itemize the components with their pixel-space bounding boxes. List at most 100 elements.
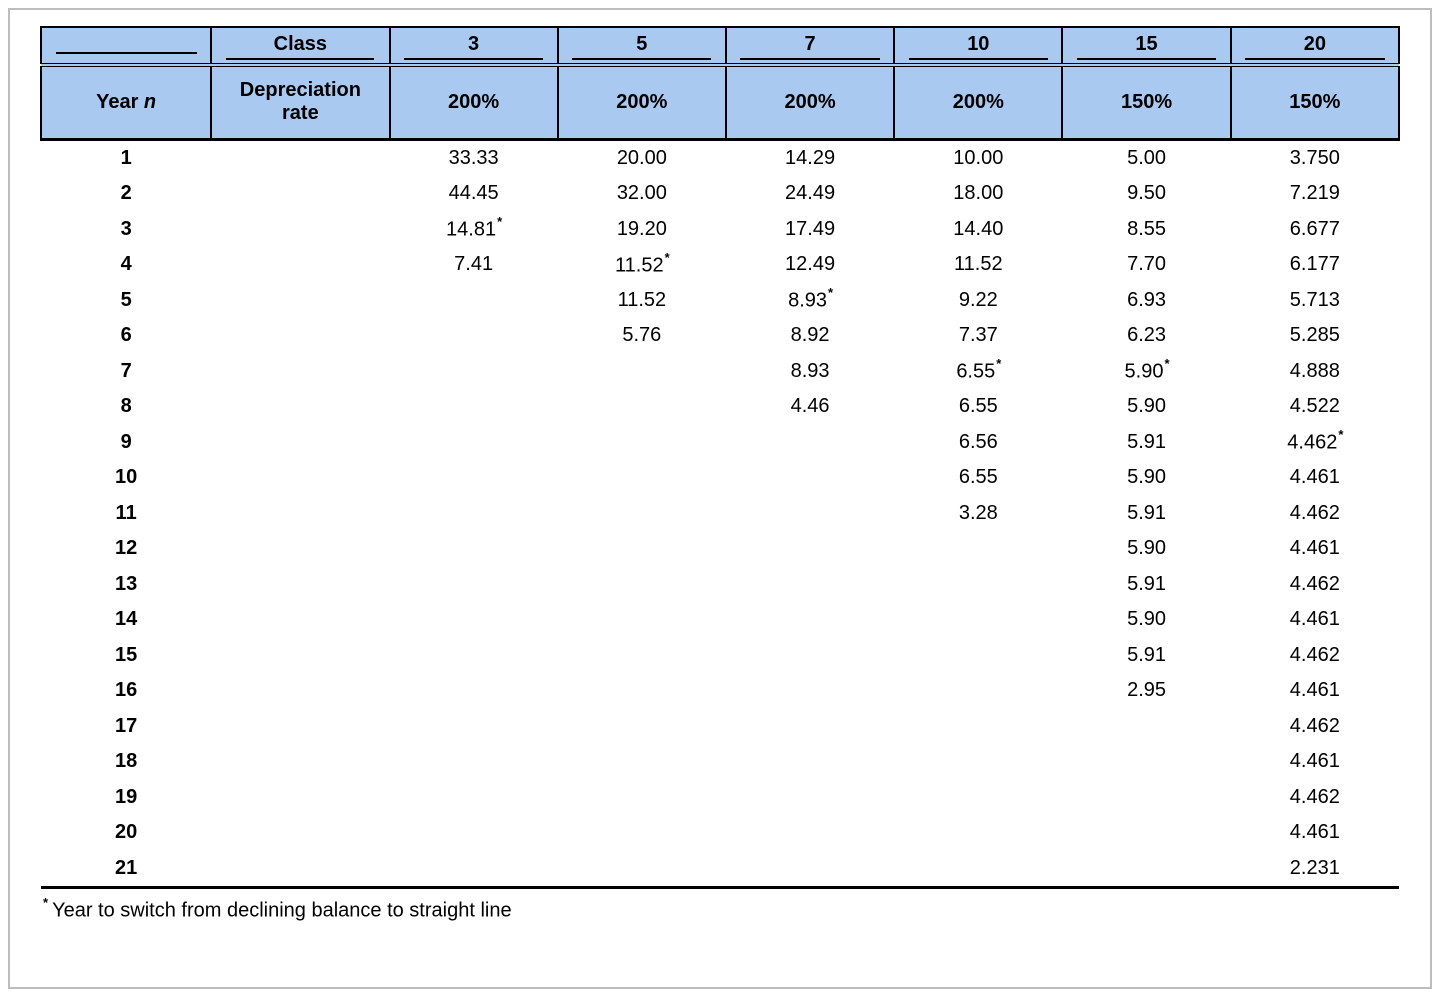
year-cell: 7 (120, 359, 132, 382)
value-cell (390, 531, 558, 567)
depreciation-value: 5.91 (1127, 643, 1167, 666)
depreciation-value: 8.93 (788, 290, 828, 313)
value-cell (894, 638, 1062, 674)
value-cell (558, 425, 726, 461)
footnote-text: Year to switch from declining balance to… (52, 899, 512, 922)
class-label-cell: Class (210, 26, 391, 67)
value-cell: 7.37 (894, 318, 1062, 354)
value-cell (726, 496, 894, 532)
value-cell: 5.91 (1062, 496, 1230, 532)
footnote-row: * Year to switch from declining balance t… (41, 885, 1399, 937)
value-cell (558, 602, 726, 638)
rate-spacer-cell (211, 709, 389, 745)
value-cell: 11.52 (558, 283, 726, 319)
year-label: Year (96, 90, 144, 113)
depreciation-value: 6.55 (958, 466, 998, 489)
value-cell: 14.40 (894, 212, 1062, 248)
value-cell: 4.461 (1231, 460, 1399, 496)
depreciation-value: 4.461 (1289, 821, 1340, 844)
table-row: 20 4.461 (41, 815, 1399, 851)
depreciation-value: 4.461 (1289, 537, 1340, 560)
year-cell: 21 (115, 856, 138, 879)
value-cell: 12.49 (726, 247, 894, 283)
value-cell: 4.461 (1231, 815, 1399, 851)
table-row: 5 11.52 8.93* 9.22 6.93 5.713 (41, 283, 1399, 319)
depreciation-rate-label: Depreciation rate (239, 79, 361, 125)
value-cell: 5.713 (1231, 283, 1399, 319)
value-cell: 5.00 (1062, 139, 1230, 176)
table-row: 12 5.90 4.461 (41, 531, 1399, 567)
table-row: 18 4.461 (41, 744, 1399, 780)
value-cell (390, 460, 558, 496)
value-cell: 2.231 (1231, 851, 1399, 888)
value-cell (726, 673, 894, 709)
depreciation-value: 8.93 (790, 359, 830, 382)
depreciation-value: 3.750 (1289, 146, 1340, 169)
depreciation-value: 7.41 (454, 253, 494, 276)
depreciation-value: 7.70 (1127, 253, 1167, 276)
value-cell: 5.90 (1062, 602, 1230, 638)
value-cell: 6.55* (894, 354, 1062, 390)
value-cell: 9.50 (1062, 176, 1230, 212)
switch-year-asterisk: * (996, 356, 1002, 372)
depreciation-value: 24.49 (785, 182, 836, 205)
value-cell: 20.00 (558, 139, 726, 176)
value-cell (894, 531, 1062, 567)
value-cell: 4.462 (1231, 638, 1399, 674)
depreciation-value: 8.55 (1127, 217, 1167, 240)
value-cell: 2.95 (1062, 673, 1230, 709)
depreciation-value: 7.219 (1289, 182, 1340, 205)
value-cell: 5.76 (558, 318, 726, 354)
depreciation-value: 6.23 (1127, 324, 1167, 347)
rate-200-1-cell: 200% (388, 64, 559, 141)
depreciation-value: 4.462 (1289, 785, 1340, 808)
value-cell: 4.461 (1231, 531, 1399, 567)
depreciation-value: 5.00 (1127, 146, 1167, 169)
year-n-cell: Year n (39, 64, 213, 141)
class-header-row: Class 3 5 7 10 15 20 (39, 26, 1401, 67)
value-cell: 8.93* (726, 283, 894, 319)
switch-year-asterisk: * (497, 214, 503, 230)
value-cell: 6.55 (894, 389, 1062, 425)
year-cell: 19 (115, 785, 138, 808)
depreciation-value: 11.52 (617, 288, 667, 311)
value-cell: 6.23 (1062, 318, 1230, 354)
value-cell: 4.522 (1231, 389, 1399, 425)
rate-spacer-cell (211, 460, 389, 496)
depreciation-value: 20.00 (616, 146, 667, 169)
depreciation-value: 2.231 (1289, 856, 1340, 879)
rate-spacer-cell (211, 212, 389, 248)
value-cell: 8.92 (726, 318, 894, 354)
value-cell: 4.462 (1231, 709, 1399, 745)
value-cell: 5.91 (1062, 425, 1230, 461)
depreciation-value: 17.49 (785, 217, 836, 240)
value-cell: 6.677 (1231, 212, 1399, 248)
rate-spacer-cell (211, 673, 389, 709)
rate-spacer-cell (211, 283, 389, 319)
value-cell (390, 602, 558, 638)
depreciation-value: 4.461 (1289, 608, 1340, 631)
class-5-cell: 5 (556, 26, 727, 67)
value-cell: 8.55 (1062, 212, 1230, 248)
value-cell: 6.177 (1231, 247, 1399, 283)
depreciation-value: 32.00 (616, 182, 667, 205)
depreciation-value: 5.90 (1127, 395, 1167, 418)
switch-year-asterisk: * (1164, 356, 1170, 372)
value-cell: 11.52 (894, 247, 1062, 283)
depreciation-value: 33.33 (448, 146, 499, 169)
class-5-label: 5 (572, 32, 712, 60)
value-cell: 6.93 (1062, 283, 1230, 319)
year-variable: n (143, 90, 157, 113)
value-cell: 4.462 (1231, 496, 1399, 532)
year-cell: 2 (120, 182, 132, 205)
value-cell: 4.462 (1231, 567, 1399, 603)
value-cell (558, 709, 726, 745)
value-cell: 6.55 (894, 460, 1062, 496)
rate-header-row: Year n Depreciation rate 200% 200% 200% … (39, 64, 1401, 141)
depreciation-value: 11.52 (954, 253, 1003, 276)
table-row: 13 5.91 4.462 (41, 567, 1399, 603)
depreciation-value: 9.50 (1127, 182, 1167, 205)
value-cell (1062, 780, 1230, 816)
year-cell: 4 (120, 253, 132, 276)
depreciation-value: 5.76 (622, 324, 662, 347)
